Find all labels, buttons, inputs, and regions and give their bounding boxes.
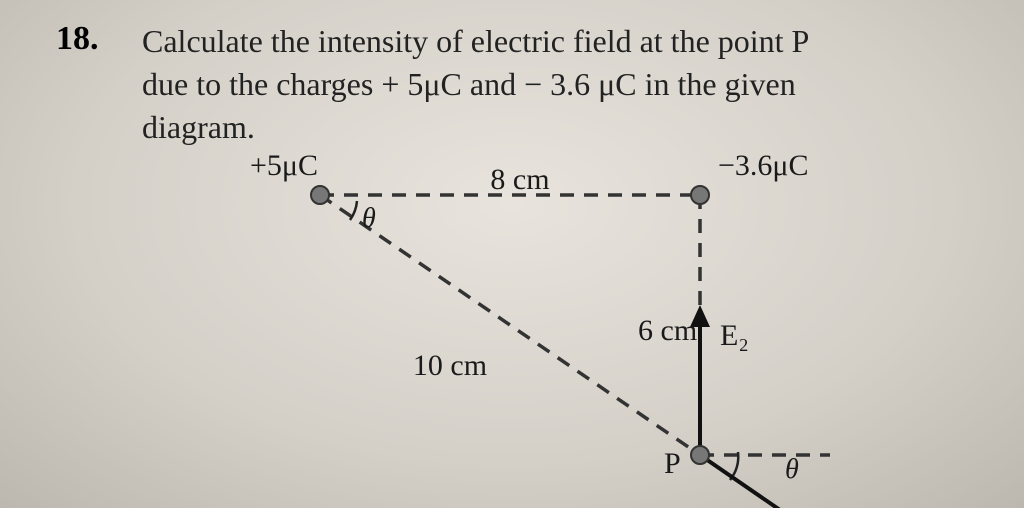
node-B xyxy=(691,186,709,204)
diagram-container: 8 cm 10 cm 6 cm +5μC −3.6μC θ θ E₂ E₁ P xyxy=(240,155,940,508)
theta-P: θ xyxy=(785,454,799,485)
label-minus36: −3.6μC xyxy=(718,155,809,182)
label-plus5: +5μC xyxy=(250,155,318,182)
question-line-3: diagram. xyxy=(142,109,255,145)
label-8cm: 8 cm xyxy=(490,163,549,196)
question-line-2: due to the charges + 5μC and − 3.6 μC in… xyxy=(142,66,796,102)
label-P: P xyxy=(664,447,681,480)
question-text: Calculate the intensity of electric fiel… xyxy=(142,20,962,150)
physics-diagram: 8 cm 10 cm 6 cm +5μC −3.6μC θ θ E₂ E₁ P xyxy=(240,155,940,508)
label-6cm: 6 cm xyxy=(638,314,697,347)
node-A xyxy=(311,186,329,204)
question-line-1: Calculate the intensity of electric fiel… xyxy=(142,23,809,59)
vector-E1 xyxy=(700,455,828,508)
label-E2: E₂ xyxy=(720,319,749,352)
angle-arc-A xyxy=(350,201,357,220)
label-10cm: 10 cm xyxy=(413,349,487,382)
question-number: 18. xyxy=(56,20,99,58)
theta-A: θ xyxy=(362,203,376,234)
node-P xyxy=(691,446,709,464)
